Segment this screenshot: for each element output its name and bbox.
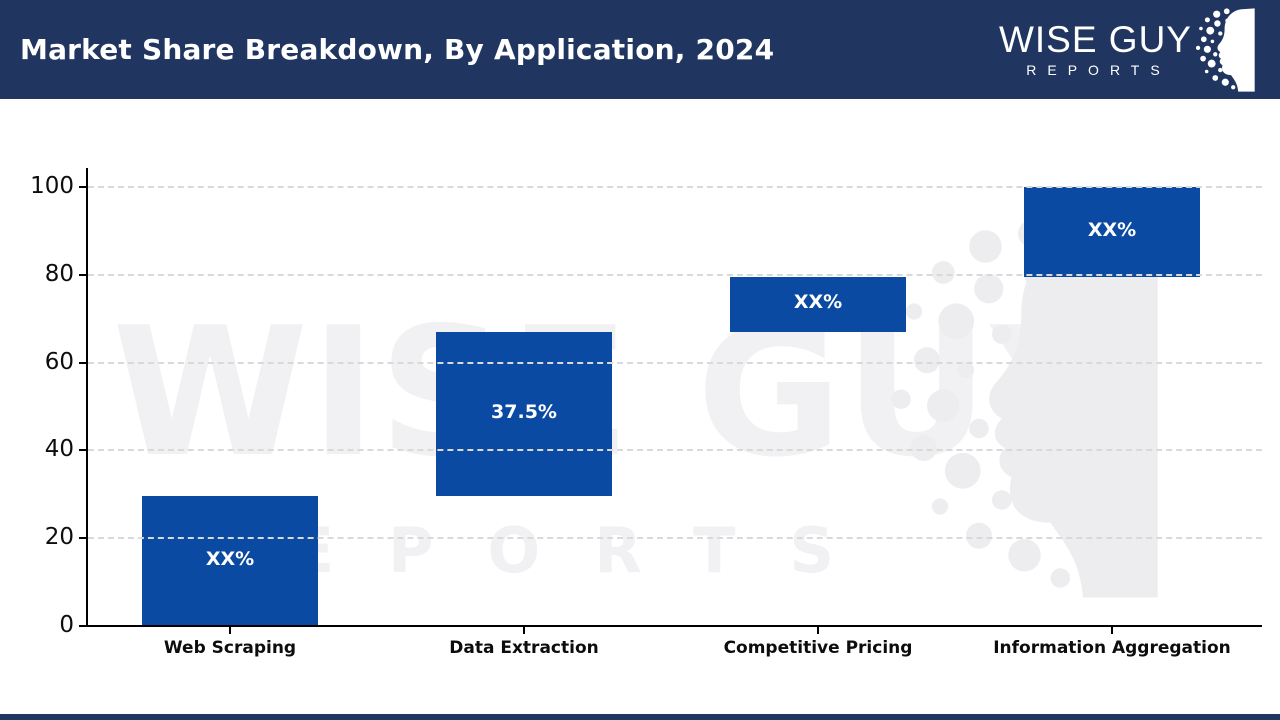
x-axis-line [85, 625, 1262, 627]
y-tick-label: 60 [44, 348, 74, 375]
category-label: Data Extraction [449, 638, 599, 658]
bar-value-label: XX% [205, 548, 255, 571]
y-tick-label: 80 [44, 260, 74, 287]
gridline [88, 361, 1262, 364]
chart-area: WISE GUY REPORTS 0 20 40 60 80 100 XX% Web Scra… [0, 99, 1280, 714]
wise-guy-logo: WISE GUY REPORTS [999, 7, 1264, 93]
x-tick-mark [817, 627, 819, 634]
footer-strip [0, 714, 1280, 720]
x-tick-mark [1111, 627, 1113, 634]
category-label: Competitive Pricing [723, 638, 913, 658]
logo-text: WISE GUY REPORTS [999, 21, 1192, 78]
category-label: Web Scraping [163, 638, 297, 658]
logo-wordmark: WISE GUY [998, 19, 1192, 60]
y-tick-mark [79, 361, 87, 364]
y-tick-mark [79, 537, 87, 540]
y-tick-label: 100 [30, 173, 74, 199]
chart-title: Market Share Breakdown, By Application, … [20, 33, 775, 66]
y-tick-label: 0 [59, 612, 74, 638]
logo-subtitle: REPORTS [1026, 62, 1171, 78]
y-tick-mark [79, 186, 87, 188]
y-axis-line [86, 168, 88, 627]
x-tick-mark [523, 627, 525, 634]
y-tick-mark [79, 625, 87, 627]
y-tick-label: 20 [44, 524, 74, 551]
y-tick-mark [79, 449, 87, 452]
gridline [88, 449, 1262, 452]
bar-value-label: 37.5% [491, 401, 557, 424]
gridline [88, 273, 1262, 276]
bar-segment: 37.5% [436, 331, 612, 497]
bar-segment: XX% [730, 276, 906, 332]
bar-value-label: XX% [1087, 218, 1137, 241]
bar-segment: XX% [1024, 187, 1200, 277]
x-tick-mark [229, 627, 231, 634]
bar-value-label: XX% [793, 291, 843, 314]
header: Market Share Breakdown, By Application, … [0, 0, 1280, 99]
gridline [88, 186, 1262, 188]
category-label: Information Aggregation [993, 638, 1231, 658]
y-tick-label: 40 [44, 436, 74, 463]
y-tick-mark [79, 273, 87, 276]
bar-segment: XX% [142, 496, 318, 626]
gridline [88, 537, 1262, 540]
